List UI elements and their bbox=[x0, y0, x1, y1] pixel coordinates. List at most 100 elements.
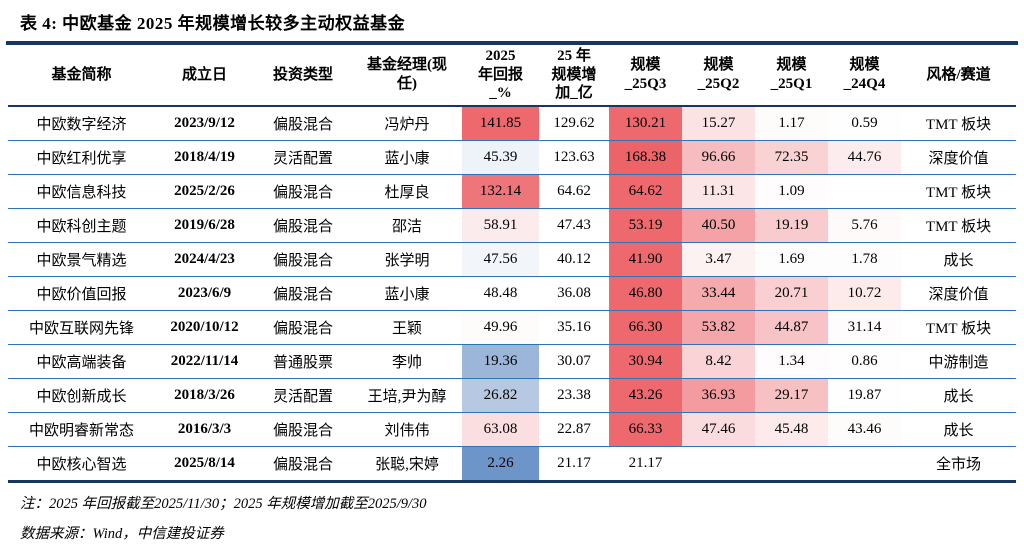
table-cell: 43.46 bbox=[828, 412, 901, 447]
table-cell: 129.62 bbox=[539, 106, 609, 141]
table-cell: 偏股混合 bbox=[254, 276, 352, 311]
table-cell: 2020/10/12 bbox=[155, 310, 254, 345]
note-data-source: 数据来源：Wind，中信建投证券 bbox=[20, 526, 224, 542]
table-cell: 63.08 bbox=[462, 412, 539, 447]
table-cell: 96.66 bbox=[682, 140, 755, 175]
table-cell: 1.69 bbox=[755, 242, 828, 277]
table-cell: 132.14 bbox=[462, 174, 539, 209]
table-cell: 1.78 bbox=[828, 242, 901, 277]
table-cell: 中欧核心智选 bbox=[8, 446, 155, 483]
table-row: 中欧互联网先锋 2020/10/12 偏股混合 王颖 49.96 35.16 66.30 53… bbox=[8, 310, 1016, 345]
table-cell: 2.26 bbox=[462, 446, 539, 483]
table-cell: 成长 bbox=[901, 412, 1016, 447]
table-cell: 45.39 bbox=[462, 140, 539, 175]
table-cell: 30.94 bbox=[609, 344, 682, 379]
table-cell: 2023/9/12 bbox=[155, 106, 254, 141]
table-cell: 0.86 bbox=[828, 344, 901, 379]
table-cell: 冯炉丹 bbox=[352, 106, 462, 141]
column-header: 基金简称 bbox=[8, 45, 155, 107]
table-cell: 中欧景气精选 bbox=[8, 242, 155, 277]
table-cell: 偏股混合 bbox=[254, 310, 352, 345]
table-cell: 1.09 bbox=[755, 174, 828, 209]
table-cell: 2016/3/3 bbox=[155, 412, 254, 447]
table-cell: 刘伟伟 bbox=[352, 412, 462, 447]
table-cell: 141.85 bbox=[462, 106, 539, 141]
table-cell: TMT 板块 bbox=[901, 174, 1016, 209]
table-cell: 41.90 bbox=[609, 242, 682, 277]
table-cell: 偏股混合 bbox=[254, 174, 352, 209]
table-cell: 王培,尹为醇 bbox=[352, 378, 462, 413]
table-cell: 15.27 bbox=[682, 106, 755, 141]
column-header: 规模 _25Q1 bbox=[755, 45, 828, 107]
table-row: 中欧红利优享 2018/4/19 灵活配置 蓝小康 45.39 123.63 168.38 9… bbox=[8, 140, 1016, 175]
table-row: 中欧核心智选 2025/8/14 偏股混合 张聪,宋婷 2.26 21.17 21.17 全市… bbox=[8, 446, 1016, 483]
table-cell: 35.16 bbox=[539, 310, 609, 345]
table-row: 中欧明睿新常态 2016/3/3 偏股混合 刘伟伟 63.08 22.87 66.33 47.… bbox=[8, 412, 1016, 447]
table-cell: 19.19 bbox=[755, 208, 828, 243]
table-cell: 64.62 bbox=[539, 174, 609, 209]
table-cell: 2018/3/26 bbox=[155, 378, 254, 413]
table-cell: 蓝小康 bbox=[352, 140, 462, 175]
table-cell: 22.87 bbox=[539, 412, 609, 447]
table-cell: 47.43 bbox=[539, 208, 609, 243]
table-cell: TMT 板块 bbox=[901, 106, 1016, 141]
table-cell: 偏股混合 bbox=[254, 208, 352, 243]
table-cell: 21.17 bbox=[609, 446, 682, 483]
table-cell: 31.14 bbox=[828, 310, 901, 345]
table-cell: 普通股票 bbox=[254, 344, 352, 379]
column-header: 基金经理(现 任) bbox=[352, 45, 462, 107]
table-row: 中欧科创主题 2019/6/28 偏股混合 邵洁 58.91 47.43 53.19 40.5… bbox=[8, 208, 1016, 243]
table-cell: 中欧科创主题 bbox=[8, 208, 155, 243]
table-row: 中欧信息科技 2025/2/26 偏股混合 杜厚良 132.14 64.62 64.62 11… bbox=[8, 174, 1016, 209]
table-cell: 49.96 bbox=[462, 310, 539, 345]
table-cell: 45.48 bbox=[755, 412, 828, 447]
table-row: 中欧高端装备 2022/11/14 普通股票 李帅 19.36 30.07 30.94 8.4… bbox=[8, 344, 1016, 379]
table-cell: 46.80 bbox=[609, 276, 682, 311]
table-cell: 中欧互联网先锋 bbox=[8, 310, 155, 345]
note-cutoff-dates: 注：2025 年回报截至2025/11/30；2025 年规模增加截至2025/… bbox=[20, 496, 427, 512]
table-cell: 偏股混合 bbox=[254, 446, 352, 483]
table-cell: 47.46 bbox=[682, 412, 755, 447]
table-cell: 58.91 bbox=[462, 208, 539, 243]
column-header: 规模 _25Q3 bbox=[609, 45, 682, 107]
table-row: 中欧创新成长 2018/3/26 灵活配置 王培,尹为醇 26.82 23.38 43.26… bbox=[8, 378, 1016, 413]
table-cell: 深度价值 bbox=[901, 140, 1016, 175]
table-cell: 123.63 bbox=[539, 140, 609, 175]
table-cell bbox=[828, 446, 901, 483]
table-cell: 偏股混合 bbox=[254, 106, 352, 141]
table-cell: 中欧数字经济 bbox=[8, 106, 155, 141]
table-cell: 2018/4/19 bbox=[155, 140, 254, 175]
table-cell: 成长 bbox=[901, 378, 1016, 413]
table-cell: 33.44 bbox=[682, 276, 755, 311]
table-cell: 66.33 bbox=[609, 412, 682, 447]
table-cell: 43.26 bbox=[609, 378, 682, 413]
table-cell: 邵洁 bbox=[352, 208, 462, 243]
table-title: 表 4: 中欧基金 2025 年规模增长较多主动权益基金 bbox=[20, 14, 406, 33]
column-header: 规模 _25Q2 bbox=[682, 45, 755, 107]
table-cell: 30.07 bbox=[539, 344, 609, 379]
table-cell: 44.76 bbox=[828, 140, 901, 175]
table-cell: 2019/6/28 bbox=[155, 208, 254, 243]
table-notes: 注：2025 年回报截至2025/11/30；2025 年规模增加截至2025/… bbox=[0, 492, 1024, 543]
table-cell: 44.87 bbox=[755, 310, 828, 345]
table-cell: 中欧价值回报 bbox=[8, 276, 155, 311]
table-cell: 2022/11/14 bbox=[155, 344, 254, 379]
table-cell: 1.17 bbox=[755, 106, 828, 141]
table-cell: 47.56 bbox=[462, 242, 539, 277]
table-cell: 66.30 bbox=[609, 310, 682, 345]
table-cell: 灵活配置 bbox=[254, 378, 352, 413]
table-cell: 偏股混合 bbox=[254, 412, 352, 447]
title-divider bbox=[6, 41, 1018, 45]
table-cell: 19.87 bbox=[828, 378, 901, 413]
table-cell: 72.35 bbox=[755, 140, 828, 175]
table-cell: 成长 bbox=[901, 242, 1016, 277]
table-cell: 3.47 bbox=[682, 242, 755, 277]
column-header: 规模 _24Q4 bbox=[828, 45, 901, 107]
table-cell: 张学明 bbox=[352, 242, 462, 277]
table-cell: 1.34 bbox=[755, 344, 828, 379]
table-cell: 2024/4/23 bbox=[155, 242, 254, 277]
table-cell: 中欧信息科技 bbox=[8, 174, 155, 209]
table-cell: 40.50 bbox=[682, 208, 755, 243]
table-cell: 40.12 bbox=[539, 242, 609, 277]
table-cell: 0.59 bbox=[828, 106, 901, 141]
